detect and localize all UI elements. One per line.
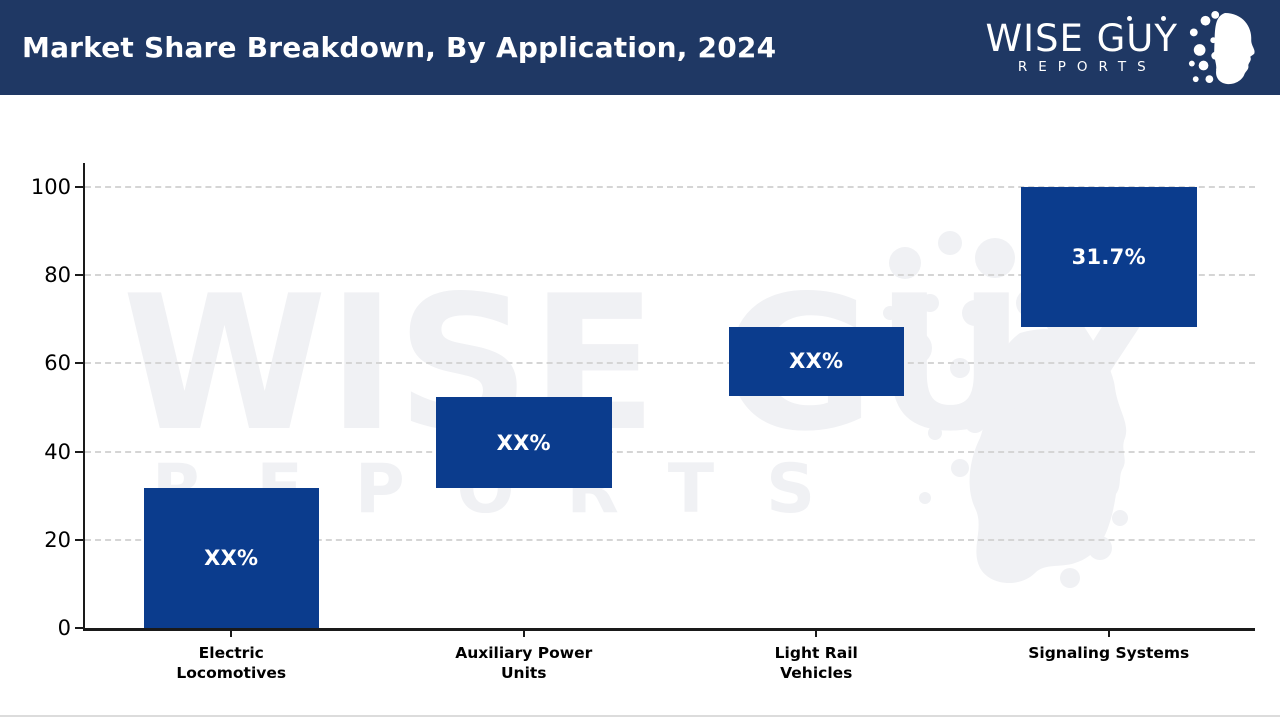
y-tick-mark xyxy=(75,186,83,188)
y-tick-label: 20 xyxy=(44,527,71,552)
y-tick-mark xyxy=(75,274,83,277)
y-tick-mark xyxy=(75,362,83,365)
x-category-label: Electric Locomotives xyxy=(176,644,287,682)
brand-logo: WISE GUY REPORTS xyxy=(986,6,1260,90)
x-category-label: Light Rail Vehicles xyxy=(774,644,858,682)
x-tick-mark xyxy=(1107,630,1110,637)
y-tick-mark xyxy=(75,450,83,453)
gridline xyxy=(85,450,1255,453)
y-tick-mark xyxy=(75,538,83,541)
x-tick-mark xyxy=(815,630,818,637)
gridline xyxy=(85,362,1255,365)
plot-area: 0 20 40 60 80 100 XX% Electric Locomotives XX% Au… xyxy=(31,163,1255,682)
y-tick-label: 100 xyxy=(30,175,71,199)
x-category-label: Auxiliary Power Units xyxy=(455,644,593,682)
x-tick-mark xyxy=(230,630,233,637)
bar-value-label: 31.7% xyxy=(1071,244,1146,269)
gridline xyxy=(85,186,1255,188)
footer-divider xyxy=(0,715,1280,717)
header: Market Share Breakdown, By Application, … xyxy=(0,0,1280,95)
logo-dot-icon xyxy=(1161,16,1166,22)
bar-value-label: XX% xyxy=(789,349,844,374)
y-tick-label: 60 xyxy=(44,351,71,376)
bar-3: XX% xyxy=(728,326,904,396)
logo-wordmark-label: WISE GUY xyxy=(985,17,1178,61)
logo-dot-icon xyxy=(1127,16,1132,22)
gridline xyxy=(85,538,1255,541)
chart-title: Market Share Breakdown, By Application, … xyxy=(22,31,777,64)
bar-value-label: XX% xyxy=(204,546,259,571)
logo-wordmark: WISE GUY xyxy=(985,16,1178,61)
x-category-label: Signaling Systems xyxy=(1028,644,1190,662)
y-tick-mark xyxy=(75,627,83,629)
bar-1: XX% xyxy=(143,488,319,628)
x-tick-mark xyxy=(522,630,525,637)
logo-tagline: REPORTS xyxy=(1017,59,1157,76)
y-tick-label: 80 xyxy=(44,263,71,288)
bar-2: XX% xyxy=(436,397,612,489)
gridline xyxy=(85,274,1255,277)
x-axis-line xyxy=(83,628,1255,631)
bar-4: 31.7% xyxy=(1021,187,1197,327)
y-axis-line xyxy=(83,163,85,630)
y-tick-label: 0 xyxy=(57,616,71,640)
logo-text: WISE GUY REPORTS xyxy=(985,16,1178,76)
dotted-head-icon xyxy=(1188,10,1255,84)
bar-value-label: XX% xyxy=(496,430,551,455)
y-tick-label: 40 xyxy=(44,439,71,464)
